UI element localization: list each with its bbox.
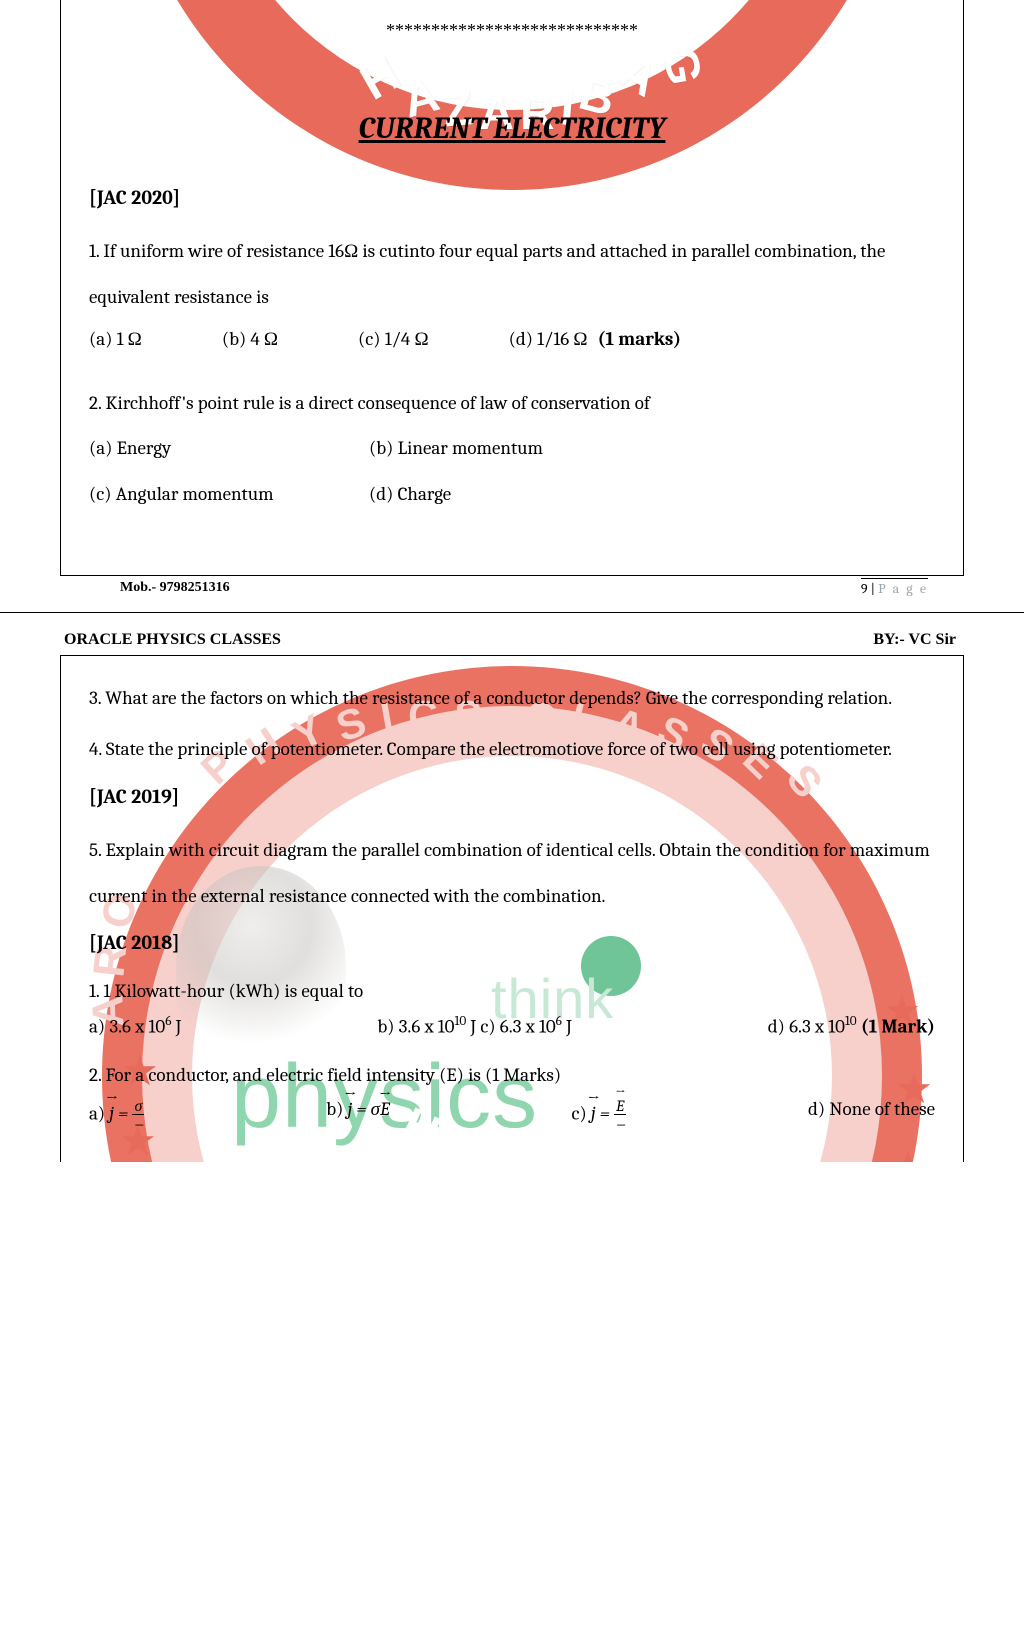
q2-opt-b: (b) Linear momentum: [369, 437, 935, 459]
question-1b-options: a) 3.6 x 106 J b) 3.6 x 1010 J c) 6.3 x …: [89, 1014, 935, 1037]
q1-opt-a: (a) 1 Ω: [89, 328, 142, 351]
q2-opt-d: (d) Charge: [369, 483, 935, 505]
footer-page-number: 9 | P a g e: [861, 580, 928, 598]
q2b-opt-d: d) None of these: [808, 1098, 935, 1132]
question-2b: 2. For a conductor, and electric field i…: [89, 1058, 935, 1092]
q1b-opt-a: a) 3.6 x 106 J: [89, 1014, 181, 1037]
q2b-opt-b: b) j = σE: [326, 1098, 389, 1132]
q1-opt-b: (b) 4 Ω: [222, 328, 278, 351]
q1-opt-d: (d) 1/16 Ω (1 marks): [509, 328, 682, 351]
question-1b: 1. 1 Kilowatt-hour (kWh) is equal to: [89, 974, 935, 1008]
q1-opt-c: (c) 1/4 Ω: [358, 328, 429, 351]
q2b-opt-c: c) j = E⎯: [572, 1098, 627, 1132]
star-icon: ★: [889, 1142, 927, 1162]
question-2b-options: a) j = σ⎯ b) j = σE c) j = E⎯ d) None of…: [89, 1098, 935, 1132]
q2b-opt-a: a) j = σ⎯: [89, 1098, 144, 1132]
page-2: think physics P H Y S I C S C L A S S E …: [60, 655, 964, 1162]
q1b-opt-bc: b) 3.6 x 1010 J c) 6.3 x 106 J: [377, 1014, 572, 1037]
q2-opt-c: (c) Angular momentum: [89, 483, 369, 505]
question-3: 3. What are the factors on which the res…: [89, 676, 935, 722]
chapter-title: CURRENT ELECTRICITY: [89, 111, 935, 146]
footer-mobile: Mob.- 9798251316: [120, 580, 230, 598]
q1b-opt-d: d) 6.3 x 1010 (1 Mark): [768, 1014, 935, 1037]
question-1-options: (a) 1 Ω (b) 4 Ω (c) 1/4 Ω (d) 1/16 Ω (1 …: [89, 328, 935, 351]
page-1: HAZARIBAG **************************** C…: [60, 0, 964, 576]
asterisk-separator: ****************************: [89, 20, 935, 41]
question-2: 2. Kirchhoff's point rule is a direct co…: [89, 381, 935, 427]
year-tag-2019: [JAC 2019]: [89, 785, 935, 808]
page-footer: Mob.- 9798251316 9 | P a g e: [120, 580, 928, 598]
question-1: 1. If uniform wire of resistance 16Ω is …: [89, 229, 935, 320]
header-left: ORACLE PHYSICS CLASSES: [64, 631, 281, 649]
page-separator: [0, 612, 1024, 613]
page-header: ORACLE PHYSICS CLASSES BY:- VC Sir: [64, 631, 956, 649]
header-right: BY:- VC Sir: [873, 631, 956, 649]
question-5: 5. Explain with circuit diagram the para…: [89, 828, 935, 919]
q2-opt-a: (a) Energy: [89, 437, 369, 459]
question-4: 4. State the principle of potentiometer.…: [89, 727, 935, 773]
question-2-options: (a) Energy (b) Linear momentum (c) Angul…: [89, 437, 935, 505]
year-tag-2020: [JAC 2020]: [89, 186, 935, 209]
year-tag-2018: [JAC 2018]: [89, 931, 935, 954]
